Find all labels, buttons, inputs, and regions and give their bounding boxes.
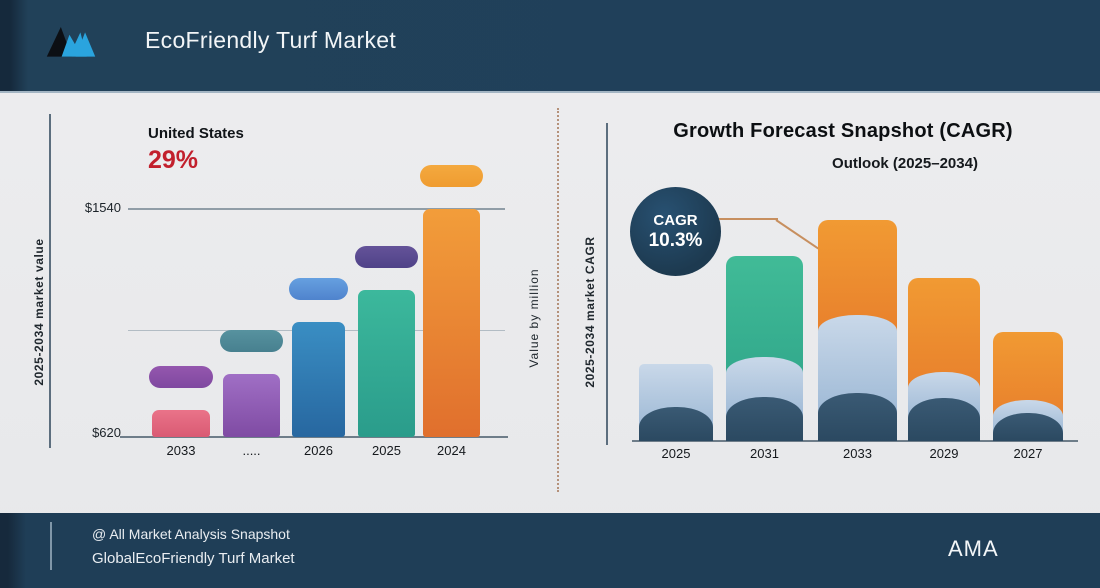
footer-report-name: GlobalEcoFriendly Turf Market xyxy=(92,550,295,567)
left-bar-cap-2024 xyxy=(420,165,483,187)
left-bar-2026 xyxy=(292,322,345,437)
left-bar-cap-2033 xyxy=(149,366,213,388)
right-cat-label-2027: 2027 xyxy=(1013,446,1043,461)
left-cat-label-2024: 2024 xyxy=(437,443,466,458)
right-chart-y-axis-label: 2025-2034 market CAGR xyxy=(583,236,597,388)
left-chart-ytick-1540: $1540 xyxy=(84,200,121,215)
cagr-badge-value: 10.3% xyxy=(648,229,703,251)
right-bar-base-2027 xyxy=(993,413,1063,441)
badge-connector-horizontal xyxy=(719,218,778,220)
cagr-badge: CAGR 10.3% xyxy=(630,187,721,276)
footer-brand-text: AMA xyxy=(948,536,999,561)
left-cat-label-.....: ..... xyxy=(242,443,261,458)
left-bar-2025 xyxy=(358,290,415,437)
right-cat-label-2033: 2033 xyxy=(843,446,872,461)
ama-logo-icon xyxy=(46,26,96,57)
right-chart-title: Growth Forecast Snapshot (CAGR) xyxy=(673,120,1013,142)
left-chart-ytick-620: $620 xyxy=(92,425,121,440)
right-bar-base-2025 xyxy=(639,407,713,441)
left-cat-label-2026: 2026 xyxy=(304,443,333,458)
right-bar-top-2031 xyxy=(726,256,803,377)
left-chart-title: United States xyxy=(148,125,244,142)
right-bar-base-2031 xyxy=(726,397,803,441)
left-chart-baseline xyxy=(120,436,508,438)
right-cat-label-2031: 2031 xyxy=(750,446,779,461)
badge-connector-diagonal xyxy=(775,219,819,250)
left-cat-label-2025: 2025 xyxy=(372,443,401,458)
footer-band xyxy=(0,513,1100,588)
right-chart-y-axis-line xyxy=(606,123,608,445)
gridline-1540 xyxy=(128,208,505,210)
left-bar-2033 xyxy=(152,410,210,437)
left-chart-y-axis-label: 2025-2034 market value xyxy=(32,238,46,386)
left-bar-cap-..... xyxy=(220,330,283,352)
left-bar-2024 xyxy=(423,209,480,437)
footer-divider-line xyxy=(50,522,52,570)
footer-attribution: @ All Market Analysis Snapshot xyxy=(92,526,290,542)
left-bar-..... xyxy=(223,374,280,437)
left-cat-label-2033: 2033 xyxy=(166,443,196,458)
cagr-badge-label: CAGR xyxy=(653,211,698,229)
right-bar-base-2029 xyxy=(908,398,980,441)
left-bar-cap-2025 xyxy=(355,246,418,268)
right-chart-baseline xyxy=(632,440,1078,442)
right-cat-label-2025: 2025 xyxy=(661,446,691,461)
right-chart-subtitle: Outlook (2025–2034) xyxy=(832,155,978,172)
left-chart-right-axis-label: Value by million xyxy=(527,268,541,368)
left-bar-cap-2026 xyxy=(289,278,348,300)
right-cat-label-2029: 2029 xyxy=(929,446,959,461)
right-bar-base-2033 xyxy=(818,393,897,441)
page-title: EcoFriendly Turf Market xyxy=(145,27,397,53)
section-divider xyxy=(557,108,559,492)
left-chart-percent: 29% xyxy=(148,146,199,174)
left-chart-y-axis-line xyxy=(49,114,51,448)
header-band xyxy=(0,0,1100,93)
